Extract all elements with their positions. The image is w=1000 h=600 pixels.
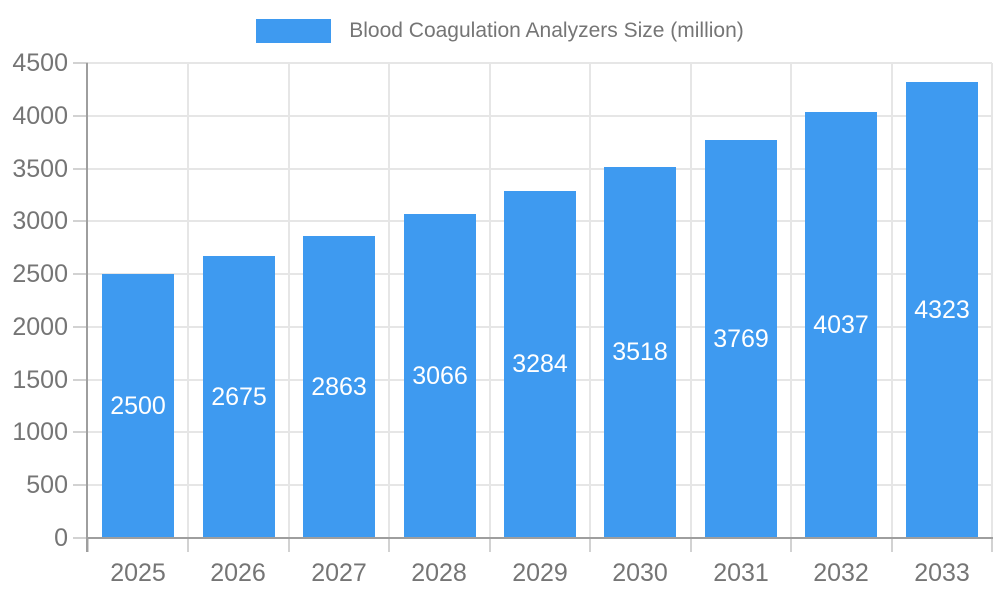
x-axis-label: 2026: [210, 559, 266, 587]
v-gridline: [890, 63, 893, 538]
bar[interactable]: 3284: [504, 191, 576, 538]
y-tick: [73, 273, 88, 276]
x-tick: [187, 539, 190, 552]
x-tick: [589, 539, 592, 552]
bar[interactable]: 4323: [906, 82, 978, 538]
legend: Blood Coagulation Analyzers Size (millio…: [0, 17, 1000, 45]
bar[interactable]: 2863: [303, 236, 375, 538]
bar-value-label: 3284: [512, 350, 568, 378]
x-tick: [689, 539, 692, 552]
h-gridline: [88, 167, 992, 170]
v-gridline: [589, 63, 592, 538]
x-axis-label: 2028: [411, 559, 467, 587]
bar[interactable]: 4037: [805, 112, 877, 538]
bar-value-label: 3066: [412, 361, 468, 390]
h-gridline: [88, 114, 992, 117]
x-axis-label: 2029: [512, 559, 568, 587]
plot-area: 2500 2675 2863 3066 3284 3518 3769 4037 4323: [88, 62, 993, 538]
bar-value-label: 4037: [813, 310, 869, 339]
bar-value-label: 3769: [713, 324, 769, 353]
y-axis-label: 3000: [12, 207, 68, 236]
bar-value-label: 2500: [110, 391, 166, 420]
y-axis-label: 1500: [12, 365, 68, 394]
bar-value-label: 3518: [612, 338, 668, 366]
y-tick: [73, 484, 88, 487]
x-axis-label: 2030: [612, 559, 668, 587]
v-gridline: [790, 63, 793, 538]
y-axis-line: [86, 63, 88, 552]
v-gridline: [388, 63, 391, 538]
y-axis-label: 4000: [12, 101, 68, 130]
y-tick: [73, 167, 88, 170]
x-axis-label: 2031: [713, 559, 769, 587]
bar-value-label: 2863: [311, 372, 367, 401]
y-axis-label: 2500: [12, 260, 68, 289]
x-axis-label: 2027: [311, 559, 367, 587]
x-tick: [790, 539, 793, 552]
y-tick: [73, 537, 88, 539]
y-axis-label: 500: [26, 471, 68, 500]
x-tick: [388, 539, 391, 552]
x-tick: [287, 539, 290, 552]
bar[interactable]: 3066: [404, 214, 476, 538]
bar[interactable]: 2500: [102, 274, 174, 538]
x-tick: [488, 539, 491, 552]
y-tick: [73, 325, 88, 328]
v-gridline: [187, 63, 190, 538]
y-tick: [73, 378, 88, 381]
v-gridline: [488, 63, 491, 538]
x-axis-label: 2025: [110, 559, 166, 587]
y-axis-label: 3500: [12, 154, 68, 183]
y-tick: [73, 62, 88, 64]
y-tick: [73, 431, 88, 434]
x-axis-label: 2032: [813, 559, 869, 587]
bar-value-label: 4323: [914, 295, 970, 324]
v-gridline: [689, 63, 692, 538]
h-gridline: [88, 62, 992, 64]
x-tick: [991, 539, 993, 552]
y-tick: [73, 220, 88, 223]
legend-swatch: [256, 19, 332, 43]
v-gridline: [287, 63, 290, 538]
legend-label: Blood Coagulation Analyzers Size (millio…: [349, 19, 744, 42]
y-axis-label: 1000: [12, 418, 68, 447]
x-tick: [890, 539, 893, 552]
bar-value-label: 2675: [211, 382, 267, 411]
x-axis-line: [87, 537, 993, 539]
bar[interactable]: 2675: [203, 256, 275, 538]
v-gridline: [991, 63, 993, 538]
bar[interactable]: 3518: [604, 167, 676, 538]
y-tick: [73, 114, 88, 117]
x-axis-label: 2033: [914, 559, 970, 587]
y-axis-label: 0: [54, 524, 68, 552]
y-axis-label: 2000: [12, 312, 68, 341]
y-axis-label: 4500: [12, 49, 68, 77]
x-tick: [87, 539, 89, 552]
bar[interactable]: 3769: [705, 140, 777, 538]
